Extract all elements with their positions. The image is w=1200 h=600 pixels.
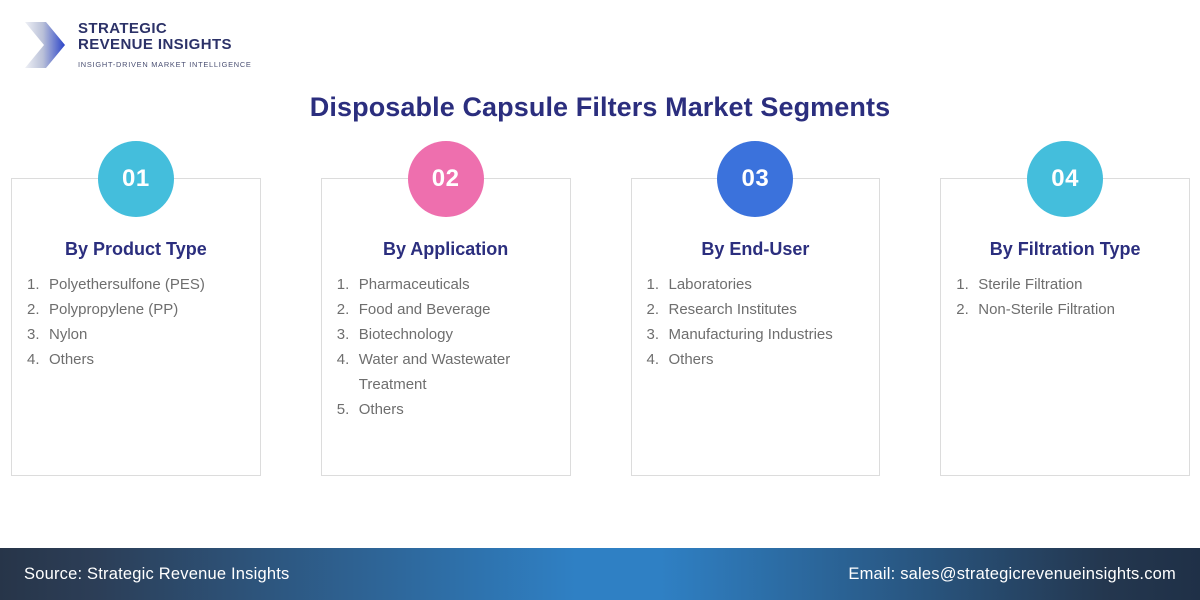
list-item: Sterile Filtration (956, 272, 1083, 297)
segment-heading: By Product Type (65, 239, 207, 259)
segment-card-product-type: 01 By Product Type Polyethersulfone (PES… (11, 141, 261, 476)
segment-card-list: 01 By Product Type Polyethersulfone (PES… (11, 141, 1190, 476)
list-item: Polyethersulfone (PES) (27, 272, 205, 297)
list-item: Others (647, 347, 714, 372)
list-item: Others (337, 397, 404, 422)
segment-number-badge: 04 (1027, 141, 1104, 217)
segment-items: Polyethersulfone (PES) Polypropylene (PP… (27, 272, 250, 372)
segment-items: Pharmaceuticals Food and Beverage Biotec… (337, 272, 560, 422)
footer-email: Email: sales@strategicrevenueinsights.co… (848, 564, 1176, 583)
segment-heading: By Application (382, 239, 509, 259)
segment-items: Laboratories Research Institutes Manufac… (647, 272, 870, 372)
footer-bar: Source: Strategic Revenue Insights Email… (0, 548, 1200, 600)
list-item: Polypropylene (PP) (27, 297, 179, 322)
segment-card-filtration-type: 04 By Filtration Type Sterile Filtration… (940, 141, 1190, 476)
brand-name-line1: STRATEGIC (78, 20, 168, 37)
segment-heading: By Filtration Type (989, 239, 1141, 259)
list-item: Food and Beverage (337, 297, 491, 322)
list-item: Pharmaceuticals (337, 272, 470, 297)
brand-name-line2: REVENUE INSIGHTS (78, 36, 232, 53)
brand-tagline: INSIGHT-DRIVEN MARKET INTELLIGENCE (78, 60, 252, 69)
segment-items: Sterile Filtration Non-Sterile Filtratio… (956, 272, 1179, 322)
list-item: Laboratories (647, 272, 752, 297)
page-title: Disposable Capsule Filters Market Segmen… (309, 92, 891, 122)
segment-card-application: 02 By Application Pharmaceuticals Food a… (320, 141, 571, 476)
list-item: Manufacturing Industries (647, 322, 833, 347)
segment-number-badge: 02 (407, 141, 484, 217)
list-item: Non-Sterile Filtration (956, 297, 1115, 322)
footer-source: Source: Strategic Revenue Insights (24, 564, 290, 583)
segment-card-end-user: 03 By End-User Laboratories Research Ins… (630, 141, 881, 476)
segment-number-badge: 03 (717, 141, 794, 217)
brand-logo: STRATEGIC REVENUE INSIGHTS INSIGHT-DRIVE… (22, 20, 252, 70)
list-item: Water and Wastewater Treatment (337, 347, 511, 393)
list-item: Biotechnology (337, 322, 453, 347)
chevron-right-icon (25, 22, 65, 68)
segment-number-badge: 01 (97, 141, 174, 217)
list-item: Nylon (27, 322, 88, 347)
segment-heading: By End-User (701, 239, 810, 259)
list-item: Others (27, 347, 95, 372)
list-item: Research Institutes (647, 297, 797, 322)
